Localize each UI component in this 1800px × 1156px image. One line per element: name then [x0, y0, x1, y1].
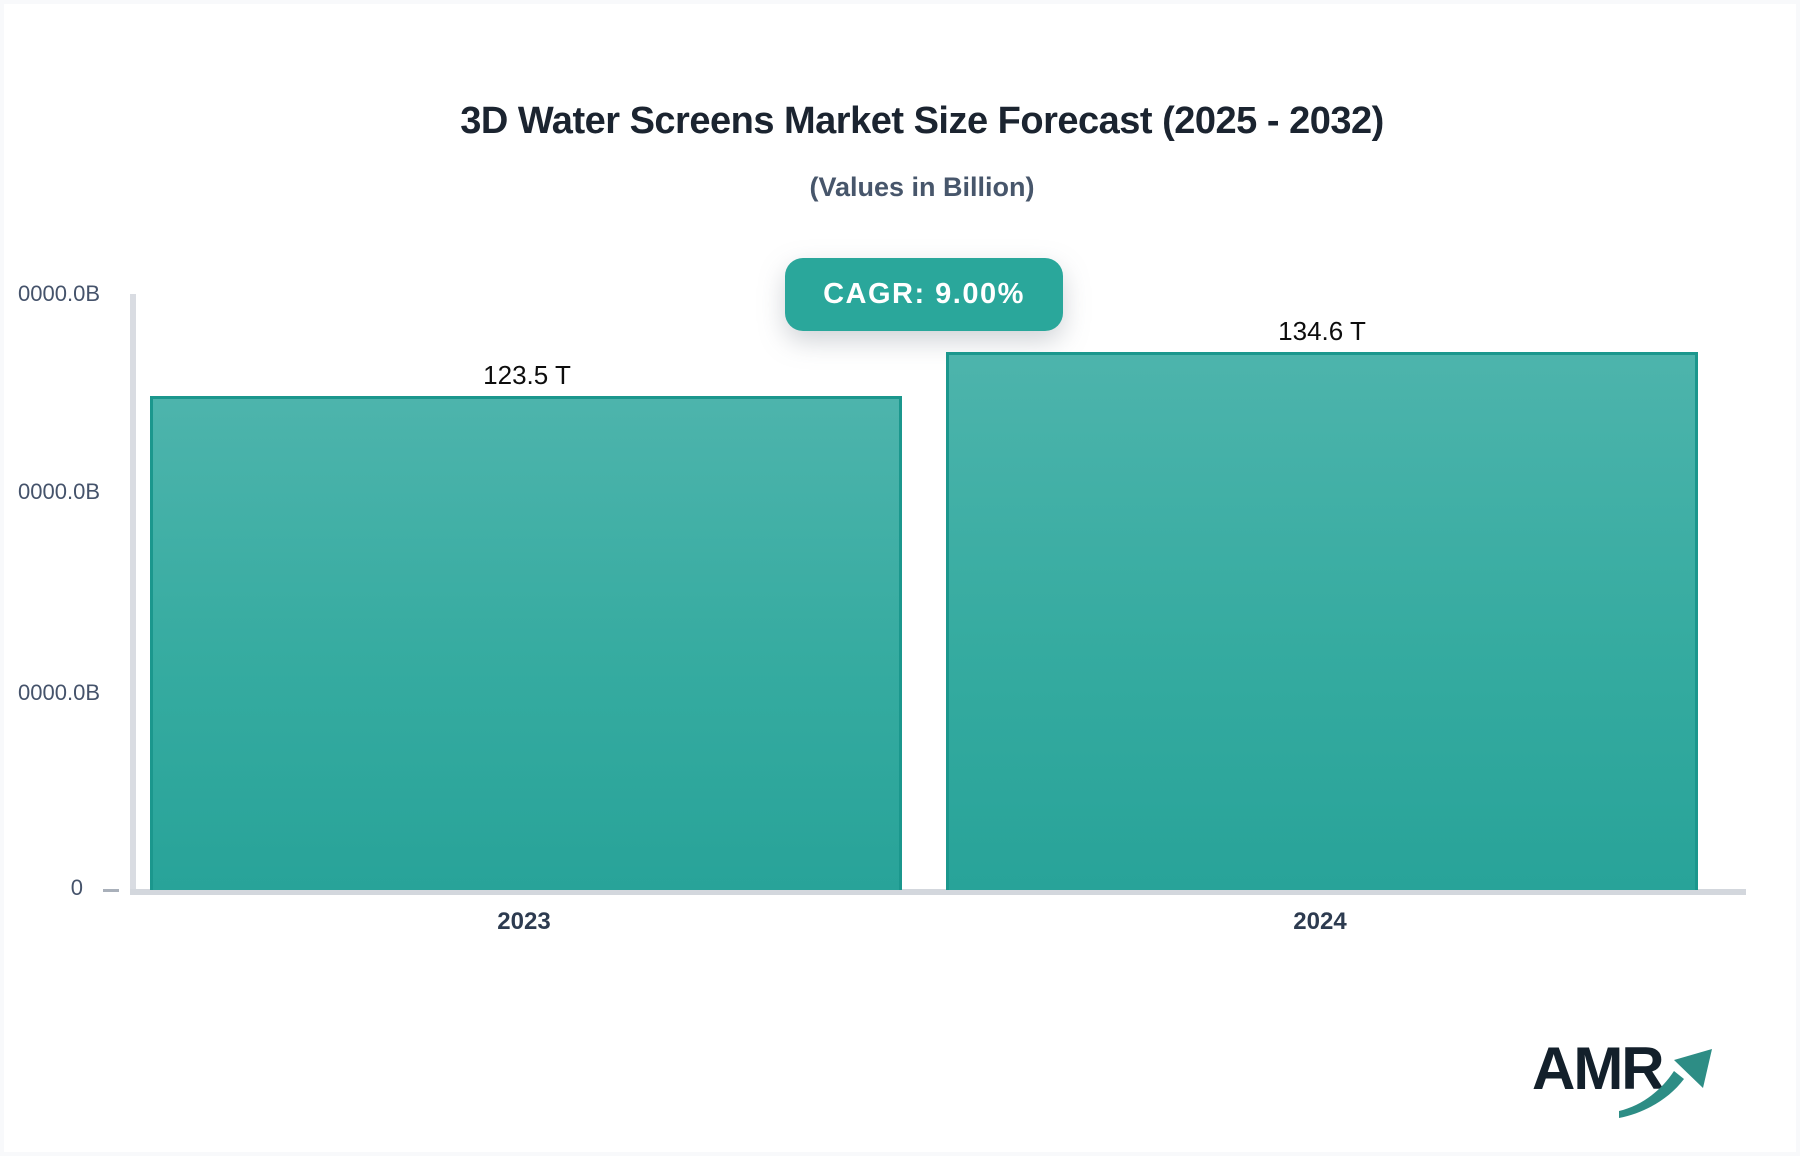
y-tick-label-low: 0000.0B [18, 680, 100, 705]
y-tick-label-mid: 0000.0B [18, 479, 100, 504]
zero-tick-mark [103, 889, 119, 892]
chart-card: 3D Water Screens Market Size Forecast (2… [4, 4, 1796, 1152]
y-tick-label-zero: 0 [70, 875, 83, 900]
bar-value-label-2024: 134.6 T [1278, 316, 1366, 346]
bar-2023 [150, 396, 902, 890]
y-tick-label-top: 0000.0B [18, 281, 100, 306]
x-axis-label-2024: 2024 [1293, 908, 1347, 935]
cagr-badge: CAGR: 9.00% [785, 258, 1063, 331]
growth-arrow-icon [1619, 1049, 1712, 1118]
y-axis-line [130, 294, 136, 894]
bar-2024 [946, 352, 1698, 890]
chart-subtitle: (Values in Billion) [809, 172, 1035, 202]
amr-logo-text: AMR [1532, 1035, 1665, 1102]
x-axis-line [130, 889, 1746, 895]
amr-logo: AMR [1532, 1034, 1722, 1124]
cagr-badge-label: CAGR: 9.00% [823, 278, 1025, 310]
chart-title: 3D Water Screens Market Size Forecast (2… [460, 100, 1384, 142]
bar-value-label-2023: 123.5 T [483, 360, 571, 390]
x-axis-label-2023: 2023 [497, 908, 551, 935]
